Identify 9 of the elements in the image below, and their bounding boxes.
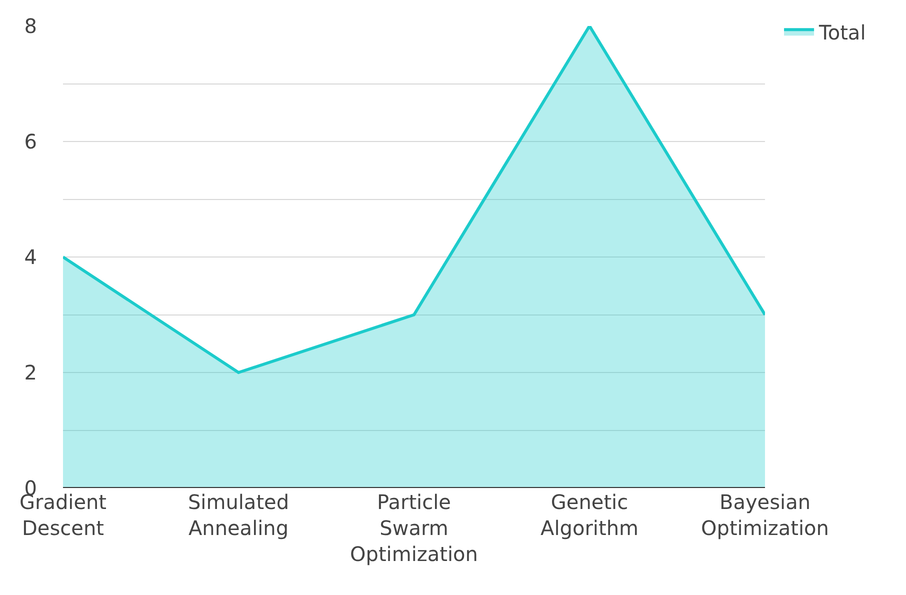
y-tick-label: 8 [24,14,37,38]
legend-label: Total [818,20,866,44]
x-tick-label: Bayesian Optimization [701,490,829,540]
x-tick-label: Genetic Algorithm [540,490,638,540]
y-tick-label: 4 [24,245,37,269]
y-tick-label: 2 [24,360,37,384]
x-tick-label: Particle Swarm Optimization [350,490,478,566]
y-tick-label: 6 [24,130,37,154]
x-tick-label: Simulated Annealing [188,490,290,540]
